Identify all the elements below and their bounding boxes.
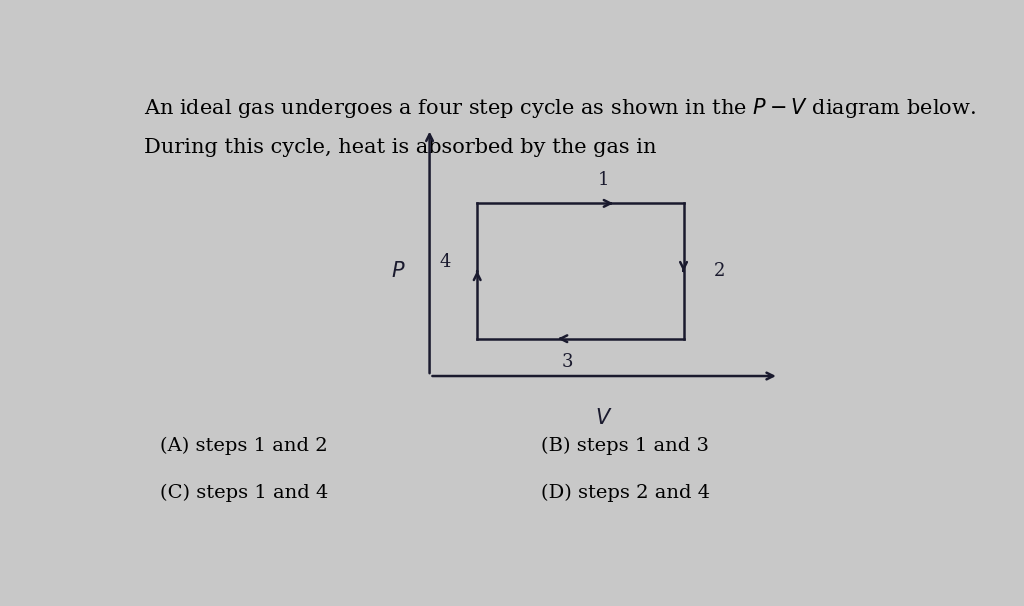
Text: (B) steps 1 and 3: (B) steps 1 and 3 xyxy=(541,437,709,455)
Text: $P$: $P$ xyxy=(390,261,406,281)
Text: (D) steps 2 and 4: (D) steps 2 and 4 xyxy=(541,484,710,502)
Text: 1: 1 xyxy=(598,171,609,189)
Text: 4: 4 xyxy=(439,253,452,271)
Text: 3: 3 xyxy=(562,353,573,371)
Text: 2: 2 xyxy=(714,262,725,280)
Text: (A) steps 1 and 2: (A) steps 1 and 2 xyxy=(160,437,328,455)
Text: (C) steps 1 and 4: (C) steps 1 and 4 xyxy=(160,484,328,502)
Text: During this cycle, heat is absorbed by the gas in: During this cycle, heat is absorbed by t… xyxy=(143,138,656,157)
Text: $V$: $V$ xyxy=(595,408,613,428)
Text: An ideal gas undergoes a four step cycle as shown in the $P-V$ diagram below.: An ideal gas undergoes a four step cycle… xyxy=(143,96,976,120)
